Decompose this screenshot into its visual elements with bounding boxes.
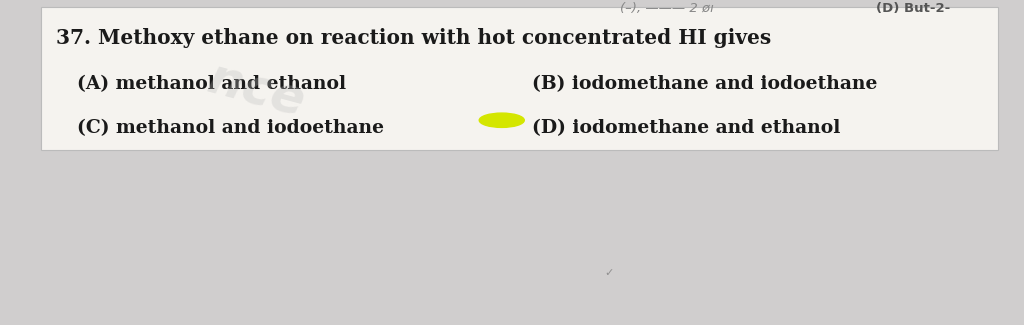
Text: (C) methanol and iodoethane: (C) methanol and iodoethane <box>77 119 384 136</box>
Text: (B) iodomethane and iodoethane: (B) iodomethane and iodoethane <box>532 75 878 93</box>
FancyBboxPatch shape <box>41 6 998 150</box>
Text: (D) iodomethane and ethanol: (D) iodomethane and ethanol <box>532 119 841 136</box>
Text: 37. Methoxy ethane on reaction with hot concentrated HI gives: 37. Methoxy ethane on reaction with hot … <box>56 28 771 48</box>
Text: (D) But-2-: (D) But-2- <box>876 2 950 15</box>
Text: (A) methanol and ethanol: (A) methanol and ethanol <box>77 75 346 93</box>
Circle shape <box>479 113 524 127</box>
Text: nce: nce <box>202 55 310 127</box>
Text: ✓: ✓ <box>604 268 614 278</box>
Text: (–), ——— 2 øı: (–), ——— 2 øı <box>620 2 714 15</box>
